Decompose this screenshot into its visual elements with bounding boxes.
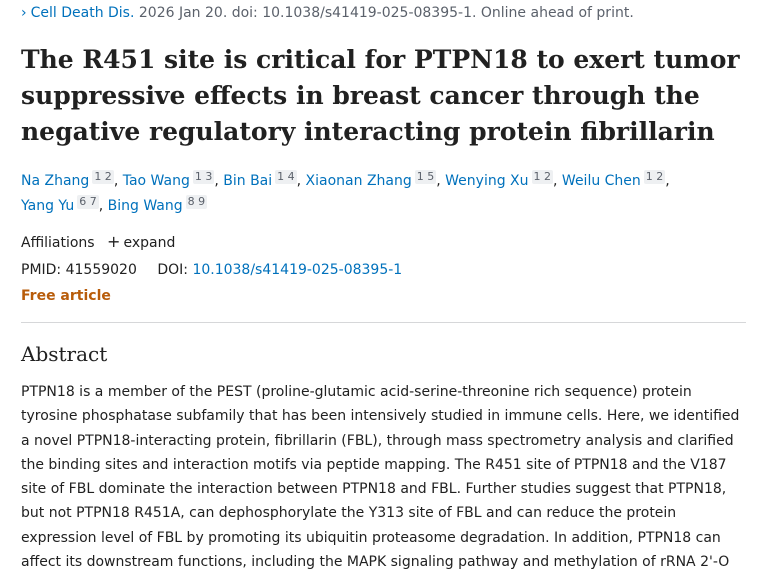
authors-list: Na Zhang 1 2, Tao Wang 1 3, Bin Bai 1 4, Xi… (21, 169, 746, 219)
author-affiliation-ref[interactable]: 6 7 (77, 195, 99, 209)
author-item: Tao Wang 1 3, (122, 170, 219, 189)
author-link[interactable]: Wenying Xu (445, 173, 529, 189)
identifiers-row: PMID: 41559020 DOI: 10.1038/s41419-025-0… (21, 260, 402, 280)
author-affiliation-ref[interactable]: 1 2 (643, 170, 666, 184)
doi-link[interactable]: 10.1038/s41419-025-08395-1 (192, 262, 403, 278)
pmid-label: PMID: (21, 262, 62, 278)
author-link[interactable]: Na Zhang (21, 173, 90, 189)
author-item: Bing Wang 8 9 (107, 195, 208, 214)
abstract-heading: Abstract (21, 342, 108, 366)
author-item: Xiaonan Zhang 1 5, (305, 170, 441, 189)
chevron-right-icon[interactable]: › (21, 5, 27, 21)
author-item: Na Zhang 1 2, (21, 170, 119, 189)
author-link[interactable]: Bing Wang (107, 198, 183, 214)
affiliations-row: Affiliations + expand (21, 232, 175, 253)
pmid-value: 41559020 (65, 262, 137, 278)
author-item: Wenying Xu 1 2, (445, 170, 558, 189)
author-link[interactable]: Xiaonan Zhang (305, 173, 412, 189)
author-affiliation-ref[interactable]: 1 5 (414, 170, 437, 184)
author-affiliation-ref[interactable]: 1 2 (531, 170, 554, 184)
expand-label: expand (123, 235, 176, 251)
affiliations-expand-button[interactable]: + expand (107, 232, 176, 251)
author-link[interactable]: Yang Yu (21, 198, 75, 214)
doi-label: DOI: (157, 262, 188, 278)
author-item: Yang Yu 6 7, (21, 195, 104, 214)
abstract-text: PTPN18 is a member of the PEST (proline-… (21, 384, 740, 571)
author-link[interactable]: Weilu Chen (561, 173, 641, 189)
citation-line: › Cell Death Dis. 2026 Jan 20. doi: 10.10… (21, 4, 634, 22)
affiliations-label: Affiliations (21, 235, 95, 251)
article-title: The R451 site is critical for PTPN18 to … (21, 45, 740, 146)
author-item: Weilu Chen 1 2, (561, 170, 670, 189)
author-affiliation-ref[interactable]: 8 9 (185, 195, 208, 209)
author-link[interactable]: Bin Bai (223, 173, 273, 189)
section-divider (21, 322, 746, 323)
author-affiliation-ref[interactable]: 1 2 (92, 170, 114, 184)
author-item: Bin Bai 1 4, (223, 170, 302, 189)
author-affiliation-ref[interactable]: 1 4 (275, 170, 297, 184)
journal-link[interactable]: Cell Death Dis. (30, 5, 135, 21)
plus-icon: + (107, 232, 121, 251)
author-link[interactable]: Tao Wang (122, 173, 190, 189)
citation-details: 2026 Jan 20. doi: 10.1038/s41419-025-083… (138, 5, 634, 21)
author-affiliation-ref[interactable]: 1 3 (192, 170, 215, 184)
free-article-badge: Free article (21, 288, 111, 304)
